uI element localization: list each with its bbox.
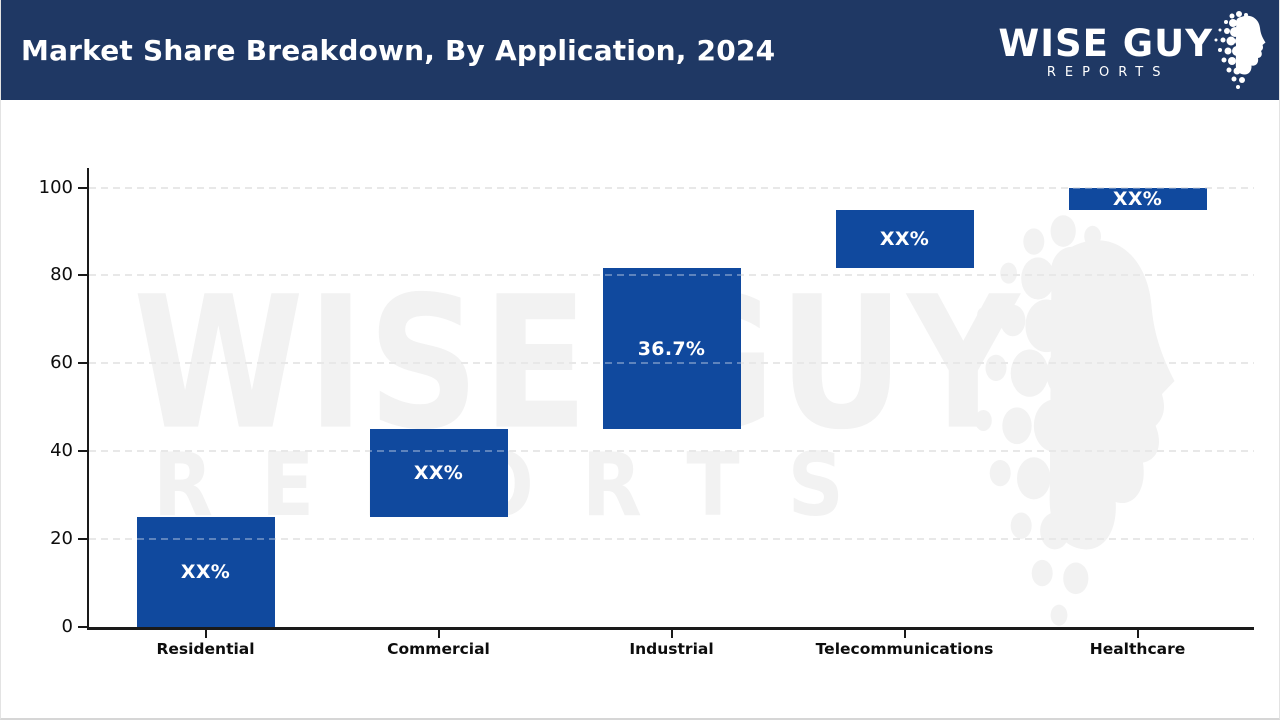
- logo-head-icon: [1214, 11, 1266, 89]
- watermark-head-icon: [960, 215, 1175, 626]
- plot-area: 0 20 40 60 80 100 XX% Residential XX% Commercial 3…: [39, 168, 1254, 658]
- gridline-overlay: [89, 538, 1254, 541]
- bar-value-label: XX%: [879, 227, 930, 250]
- y-tick-label: 40: [50, 440, 73, 462]
- x-tick: [1136, 630, 1139, 638]
- bar-value-label: XX%: [413, 462, 464, 485]
- y-tick: [78, 626, 87, 628]
- bar-industrial: 36.7%: [602, 268, 741, 430]
- x-tick: [903, 630, 906, 638]
- gridline-overlay: [89, 274, 1254, 277]
- gridline-overlay: [89, 186, 1254, 189]
- y-tick-label: 60: [50, 352, 73, 374]
- bar-value-label: XX%: [180, 561, 231, 584]
- x-tick: [437, 630, 440, 638]
- y-tick-label: 100: [38, 176, 73, 198]
- gridline-overlay: [89, 450, 1254, 453]
- y-tick: [78, 362, 87, 365]
- y-tick-label: 20: [50, 528, 73, 550]
- x-axis: [87, 627, 1254, 630]
- y-tick-label: 0: [61, 616, 73, 637]
- x-tick: [670, 630, 673, 638]
- bar-telecommunications: XX%: [835, 209, 974, 268]
- x-tick-label: Commercial: [387, 640, 490, 658]
- y-tick: [78, 186, 87, 189]
- bar-residential: XX%: [136, 517, 275, 627]
- x-tick-label: Telecommunications: [815, 640, 994, 658]
- wiseguy-logo: WISE GUY REPORTS: [998, 10, 1269, 94]
- y-tick: [78, 274, 87, 277]
- bar-value-label: 36.7%: [637, 337, 706, 360]
- header-bar: Market Share Breakdown, By Application, …: [1, 0, 1279, 100]
- page-title: Market Share Breakdown, By Application, …: [21, 33, 776, 67]
- y-axis: [87, 168, 89, 629]
- gridline: [89, 450, 1254, 453]
- x-tick-label: Industrial: [629, 640, 714, 658]
- y-tick: [78, 450, 87, 453]
- gridline-overlay: [89, 362, 1254, 365]
- bar-healthcare: XX%: [1068, 187, 1207, 210]
- x-tick-label: Residential: [156, 640, 255, 658]
- logo-subtitle: REPORTS: [1046, 65, 1170, 80]
- gridline: [89, 186, 1254, 189]
- gridline: [89, 538, 1254, 541]
- bar-commercial: XX%: [369, 429, 508, 518]
- bar-value-label: XX%: [1112, 187, 1163, 210]
- chart-area: WISE GUY REPORTS 0 20 40 60 80 100 XX% Resident…: [1, 100, 1279, 718]
- logo-text: WISE GUY REPORTS: [998, 25, 1213, 79]
- y-tick-label: 80: [50, 264, 73, 286]
- y-tick: [78, 538, 87, 541]
- logo-wordmark: WISE GUY: [998, 22, 1213, 65]
- x-tick-label: Healthcare: [1089, 640, 1186, 658]
- x-tick: [204, 630, 207, 638]
